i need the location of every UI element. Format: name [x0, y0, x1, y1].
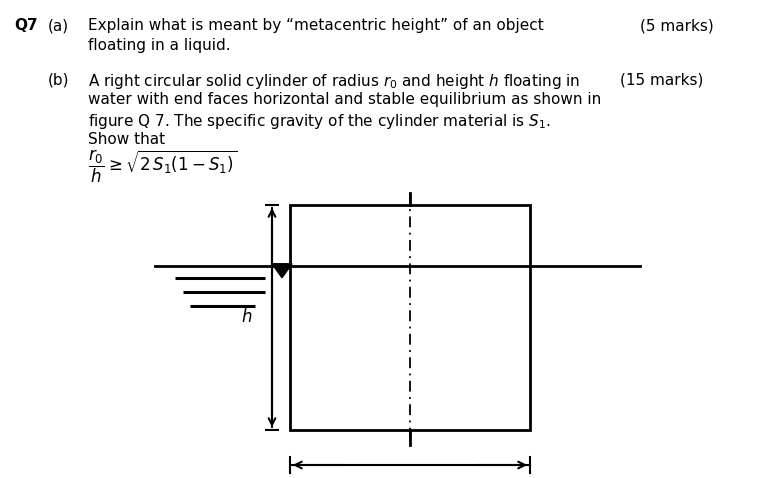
Polygon shape	[272, 264, 292, 278]
Text: $\dfrac{r_0}{h} \geq \sqrt{2\,S_1(1-S_1)}$: $\dfrac{r_0}{h} \geq \sqrt{2\,S_1(1-S_1)…	[88, 148, 238, 185]
Text: A right circular solid cylinder of radius $r_0$ and height $h$ floating in: A right circular solid cylinder of radiu…	[88, 72, 580, 91]
Text: (15 marks): (15 marks)	[620, 72, 703, 87]
Text: floating in a liquid.: floating in a liquid.	[88, 38, 230, 53]
Text: water with end faces horizontal and stable equilibrium as shown in: water with end faces horizontal and stab…	[88, 92, 601, 107]
Text: Show that: Show that	[88, 132, 165, 147]
Text: figure Q 7. The specific gravity of the cylinder material is $S_1$.: figure Q 7. The specific gravity of the …	[88, 112, 550, 131]
Text: $h$: $h$	[241, 308, 252, 326]
Text: (b): (b)	[48, 72, 70, 87]
Text: (a): (a)	[48, 18, 69, 33]
Text: Q7: Q7	[14, 18, 38, 33]
Text: Explain what is meant by “metacentric height” of an object: Explain what is meant by “metacentric he…	[88, 18, 544, 33]
Text: (5 marks): (5 marks)	[640, 18, 713, 33]
Bar	[290, 205, 530, 430]
